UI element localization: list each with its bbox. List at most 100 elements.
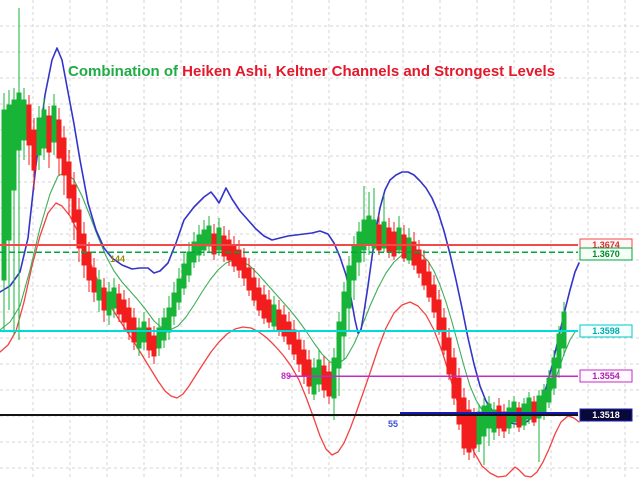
level-1-3554-price-label[interactable]: 1.3554 [579,369,633,383]
candle-body [61,137,67,176]
candle-body [111,287,117,309]
candle-body [366,215,372,246]
candle-body [206,225,212,247]
chart-title-red-part: Heiken Ashi, Keltner Channels and Strong… [182,63,556,80]
candle-down [301,340,307,384]
candle-body [441,317,447,351]
candle-body [421,259,427,286]
candle-up [551,350,557,395]
candle-up [41,98,47,160]
candle-body [551,357,557,389]
candle-up [106,282,112,325]
candle-down [321,356,327,398]
level-1-3598-price-label[interactable]: 1.3598 [579,324,633,338]
candle-up [361,186,367,262]
candle-body [76,209,82,249]
candle-down [421,250,427,290]
candle-down [86,242,92,292]
candle-body [266,299,272,323]
candle-body [386,227,392,253]
candle-body [476,411,482,445]
candle-body [426,271,432,298]
candle-down [281,305,287,342]
candle-up [536,390,542,462]
level-1-3518-price-label[interactable]: 1.3518 [579,408,633,422]
candle-body [256,287,262,311]
candle-body [171,292,177,317]
candle-down [456,368,462,430]
candle-down [261,285,267,324]
candle-body [356,231,362,263]
candle-up [476,404,482,452]
candle-down [501,404,507,438]
candle-down [56,108,62,175]
candle-body [536,395,542,419]
candle-down [61,126,67,195]
candle-up [396,216,402,254]
price-label-box [579,369,633,383]
candle-body [286,321,292,345]
candle-body [156,327,162,349]
candle-up [191,232,197,268]
price-label-text: 1.3598 [592,326,620,336]
candle-down [516,402,522,432]
candle-body [296,339,302,365]
candle-body [396,227,402,251]
candle-body [11,99,17,191]
candle-body [6,104,12,241]
candle-body [416,249,422,274]
candle-up [506,400,512,434]
candle-up [311,358,317,400]
candle-down [461,388,467,455]
candle-body [546,377,552,403]
candle-body [446,337,452,375]
candle-up [526,392,532,424]
candle-down [496,398,502,436]
candle-body [1,109,7,281]
keltner-middle-line [0,171,576,422]
candle-up [181,253,187,295]
candle-body [146,327,152,351]
candle-body [491,409,497,433]
candle-body [56,119,62,159]
candle-up [316,350,322,392]
candle-body [281,314,287,337]
candle-body [16,92,22,151]
candle-body [316,359,322,385]
candle-up [171,282,177,325]
candle-up [336,312,342,396]
candle-up [196,225,202,262]
candle-body [81,233,87,266]
candle-body [541,389,547,413]
candle-down [91,258,97,302]
price-label-text: 1.3674 [592,240,620,250]
candle-up [16,8,22,340]
candle-down [291,320,297,360]
candle-down [401,225,407,262]
candle-body [166,307,172,333]
candle-body [371,219,377,249]
candle-body [401,234,407,259]
candle-body [526,397,532,420]
candle-up [111,278,117,318]
candle-up [1,93,7,330]
candle-up [136,318,142,356]
candle-body [456,377,462,425]
candle-body [241,257,247,279]
candle-down [251,268,257,306]
price-label-box [579,408,633,422]
candle-body [276,309,282,331]
candle-body [311,367,317,395]
candle-down [446,328,452,380]
candle-body [36,117,42,156]
candle-up [381,195,387,252]
heiken-ashi-candles [1,8,567,465]
candle-body [126,307,132,333]
candle-down [391,222,397,260]
candle-body [461,397,467,449]
candle-up [491,402,497,440]
level-1-3670-price-label[interactable]: 1.3670 [579,247,633,261]
candle-body [231,245,237,267]
